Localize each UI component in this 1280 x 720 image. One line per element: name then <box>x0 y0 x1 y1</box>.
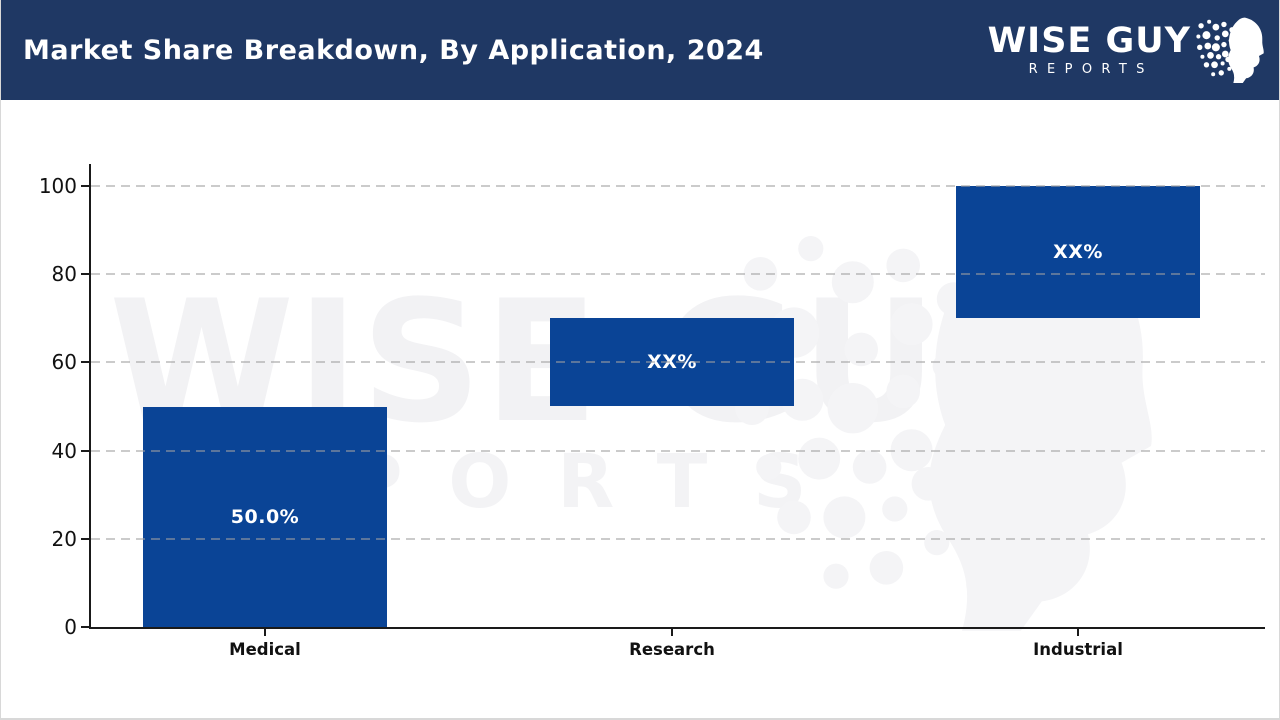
y-tick-label: 20 <box>51 526 77 551</box>
bar-medical: 50.0% <box>143 406 387 627</box>
x-axis-tick <box>264 629 266 636</box>
chart-area: WISE GUY REPORTS 02040608010050.0%Medica… <box>1 100 1279 718</box>
bar-value-label: 50.0% <box>230 505 300 528</box>
y-axis-tick <box>81 449 89 452</box>
x-axis-tick <box>1077 629 1079 636</box>
brand-logo: WISE GUY REPORTS <box>988 8 1279 92</box>
brand-subtitle: REPORTS <box>1028 61 1154 77</box>
brand-text: WISE GUY REPORTS <box>988 23 1191 77</box>
y-axis-tick <box>81 626 89 628</box>
y-axis-tick <box>81 185 89 187</box>
y-tick-label: 100 <box>38 174 77 198</box>
gridline <box>91 185 1265 187</box>
brand-face-icon <box>1196 17 1264 83</box>
header-bar: Market Share Breakdown, By Application, … <box>1 0 1279 100</box>
x-axis-tick <box>671 629 673 636</box>
y-tick-label: 60 <box>51 350 77 375</box>
gridline <box>91 361 1265 364</box>
gridline <box>91 449 1265 452</box>
gridline <box>91 537 1265 540</box>
y-axis-tick <box>81 361 89 364</box>
gridline <box>91 273 1265 276</box>
y-tick-label: 0 <box>64 615 77 639</box>
brand-name: WISE GUY <box>987 21 1191 62</box>
y-axis-line <box>89 164 91 629</box>
bar-value-label: XX% <box>1053 241 1103 264</box>
x-tick-label: Research <box>629 640 715 659</box>
x-tick-label: Medical <box>229 640 301 659</box>
x-tick-label: Industrial <box>1033 640 1123 659</box>
chart-title: Market Share Breakdown, By Application, … <box>23 34 764 66</box>
bar-industrial: XX% <box>956 186 1200 319</box>
y-axis-tick <box>81 537 89 540</box>
x-axis-line <box>89 627 1265 629</box>
y-tick-label: 80 <box>51 262 77 287</box>
y-tick-label: 40 <box>51 438 77 463</box>
y-axis-tick <box>81 273 89 276</box>
